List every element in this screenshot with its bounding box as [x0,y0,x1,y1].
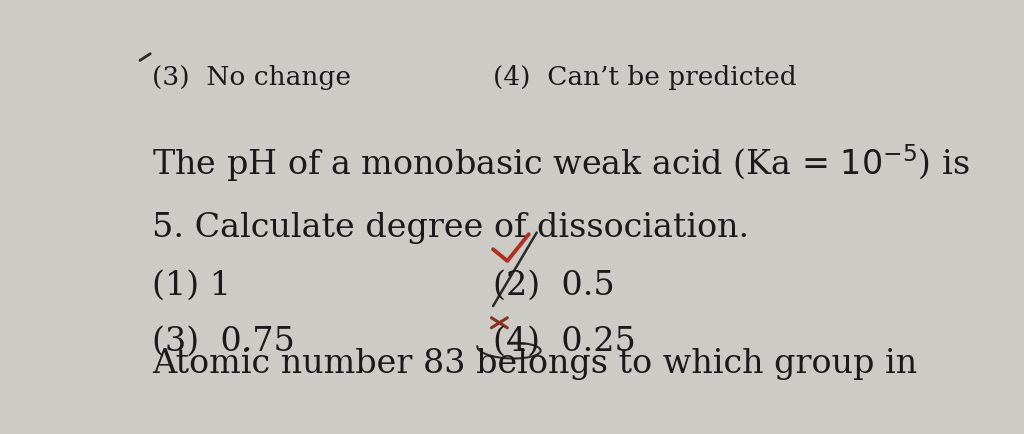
Text: (1) 1: (1) 1 [152,269,230,301]
Text: (4)  Can’t be predicted: (4) Can’t be predicted [494,66,797,90]
Text: Atomic number 83 belongs to which group in: Atomic number 83 belongs to which group … [152,348,916,380]
Text: (3)  0.75: (3) 0.75 [152,326,295,358]
Text: (4)  0.25: (4) 0.25 [494,326,636,358]
Text: The pH of a monobasic weak acid (Ka = $10^{-5}$) is: The pH of a monobasic weak acid (Ka = $1… [152,142,970,184]
Text: 5. Calculate degree of dissociation.: 5. Calculate degree of dissociation. [152,213,749,244]
Text: (2)  0.5: (2) 0.5 [494,269,614,301]
Text: (3)  No change: (3) No change [152,66,351,90]
